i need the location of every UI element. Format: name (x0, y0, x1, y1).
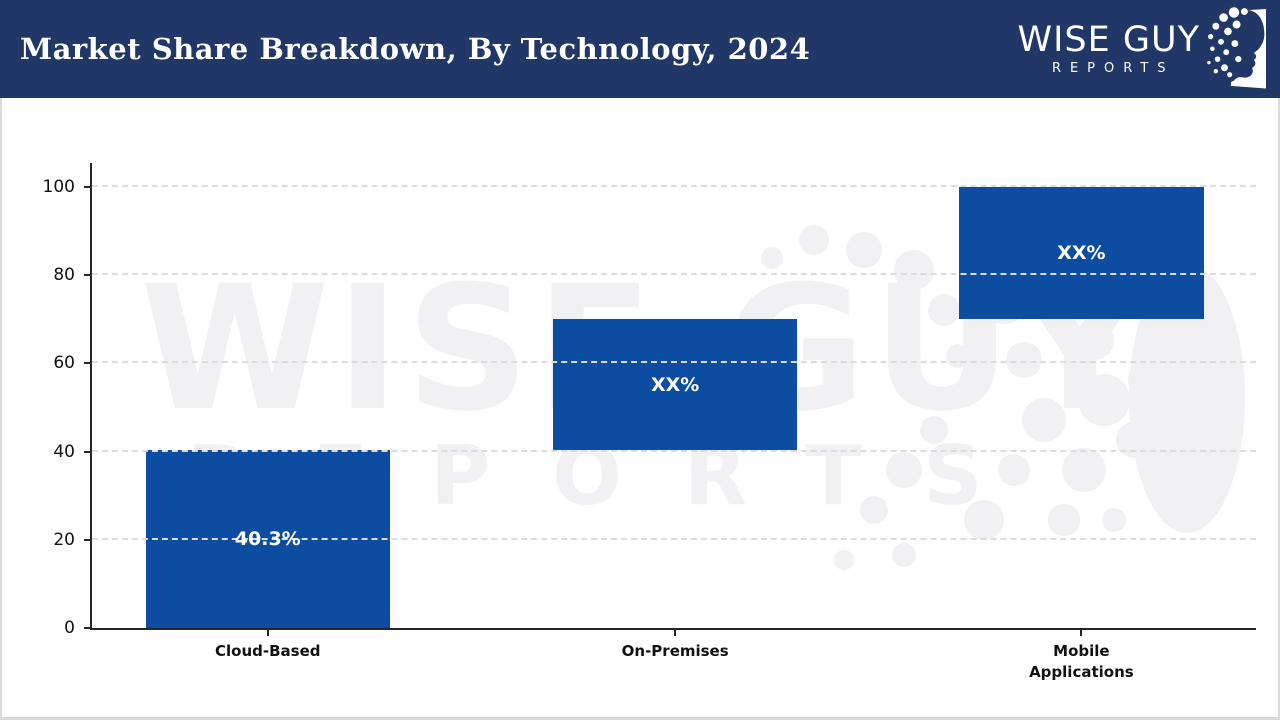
logo-text: WISE GUY REPORTS (1017, 20, 1200, 76)
bar-mobile-applications (959, 186, 1204, 320)
page-title: Market Share Breakdown, By Technology, 2… (20, 32, 811, 66)
bar-on-premises (552, 319, 798, 451)
logo-wordmark: WISE GUY (1017, 20, 1200, 60)
wiseguy-logo: WISE GUY REPORTS (1017, 4, 1266, 94)
chart-canvas: WISE GUY REPORTS 0 20 40 60 80 100 40.3% Cloud-… (0, 98, 1280, 720)
plot-area: 0 20 40 60 80 100 40.3% Cloud-Based XX% On-Premis… (43, 163, 1256, 681)
face-profile-dots-icon (1202, 4, 1266, 94)
logo-subtitle: REPORTS (1051, 61, 1175, 76)
header-bar: Market Share Breakdown, By Technology, 2… (0, 0, 1280, 98)
bar-cloud-based (145, 450, 390, 628)
bars-layer (92, 163, 1256, 628)
